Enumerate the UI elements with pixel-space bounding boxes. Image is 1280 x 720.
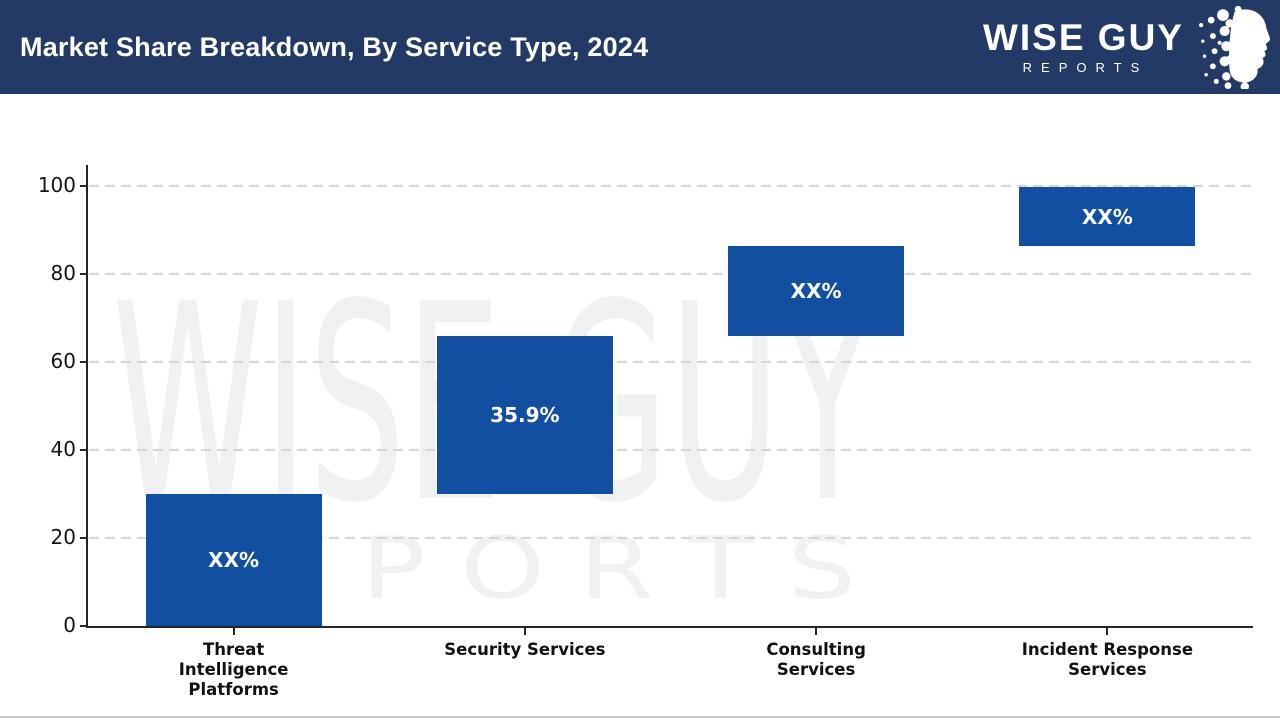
bar-value-label-3: XX%	[790, 278, 842, 303]
category-label-line: Services	[1068, 660, 1147, 679]
category-label-line: Consulting	[766, 640, 866, 659]
gridline-80	[89, 273, 1253, 275]
category-label-line: Platforms	[188, 680, 279, 699]
logo-face-icon	[1186, 2, 1270, 92]
gridline-40	[89, 449, 1253, 451]
y-tick-40	[80, 449, 87, 451]
bar-value-label-4: XX%	[1081, 204, 1133, 229]
category-label-line: Threat	[202, 640, 265, 659]
y-tick-80	[80, 273, 87, 275]
y-tick-0	[80, 625, 87, 627]
bar-value-label-2: 35.9%	[490, 403, 560, 427]
y-tick-label-60: 60	[50, 349, 76, 373]
category-label-2: Security Services	[385, 640, 665, 660]
bar-1: XX%	[145, 494, 322, 626]
logo-subtext: REPORTS	[1022, 60, 1149, 75]
y-tick-label-0: 0	[63, 613, 76, 637]
category-label-3: Consulting Services	[676, 640, 956, 680]
y-tick-label-20: 20	[50, 525, 76, 549]
header-bar: Market Share Breakdown, By Service Type,…	[0, 0, 1280, 94]
bottom-border	[0, 716, 1280, 718]
bar-2: 35.9%	[436, 336, 613, 494]
gridline-60	[89, 361, 1253, 363]
page-title: Market Share Breakdown, By Service Type,…	[20, 31, 649, 62]
x-tick-1	[232, 628, 235, 635]
chart-area: XX% 35.9% XX% XX% 0 20 40 60 80 100 Threat Intellig…	[0, 94, 1280, 720]
category-label-line: Intelligence	[178, 660, 289, 679]
gridline-20	[89, 537, 1253, 539]
brand-logo: WISE GUY REPORTS	[983, 2, 1270, 92]
category-label-1: Threat Intelligence Platforms	[94, 640, 374, 700]
gridline-100	[89, 185, 1253, 187]
x-tick-4	[1106, 628, 1109, 635]
x-axis-line	[86, 626, 1253, 628]
y-tick-60	[80, 361, 87, 363]
y-tick-100	[80, 185, 87, 187]
bar-value-label-1: XX%	[208, 548, 260, 572]
category-label-4: Incident Response Services	[967, 640, 1247, 680]
y-tick-label-40: 40	[50, 437, 76, 461]
y-tick-label-100: 100	[37, 173, 76, 197]
x-tick-3	[815, 628, 818, 635]
y-tick-20	[80, 537, 87, 539]
bar-4: XX%	[1019, 187, 1196, 246]
category-label-line: Incident Response	[1021, 640, 1194, 659]
x-tick-2	[523, 628, 526, 635]
category-label-line: Services	[776, 660, 856, 679]
logo-wordmark: WISE GUY	[982, 17, 1184, 58]
bar-3: XX%	[728, 245, 905, 337]
category-label-line: Security Services	[444, 640, 606, 659]
y-axis-line	[86, 165, 88, 628]
logo-text: WISE GUY REPORTS	[983, 19, 1184, 75]
y-tick-label-80: 80	[50, 261, 76, 285]
